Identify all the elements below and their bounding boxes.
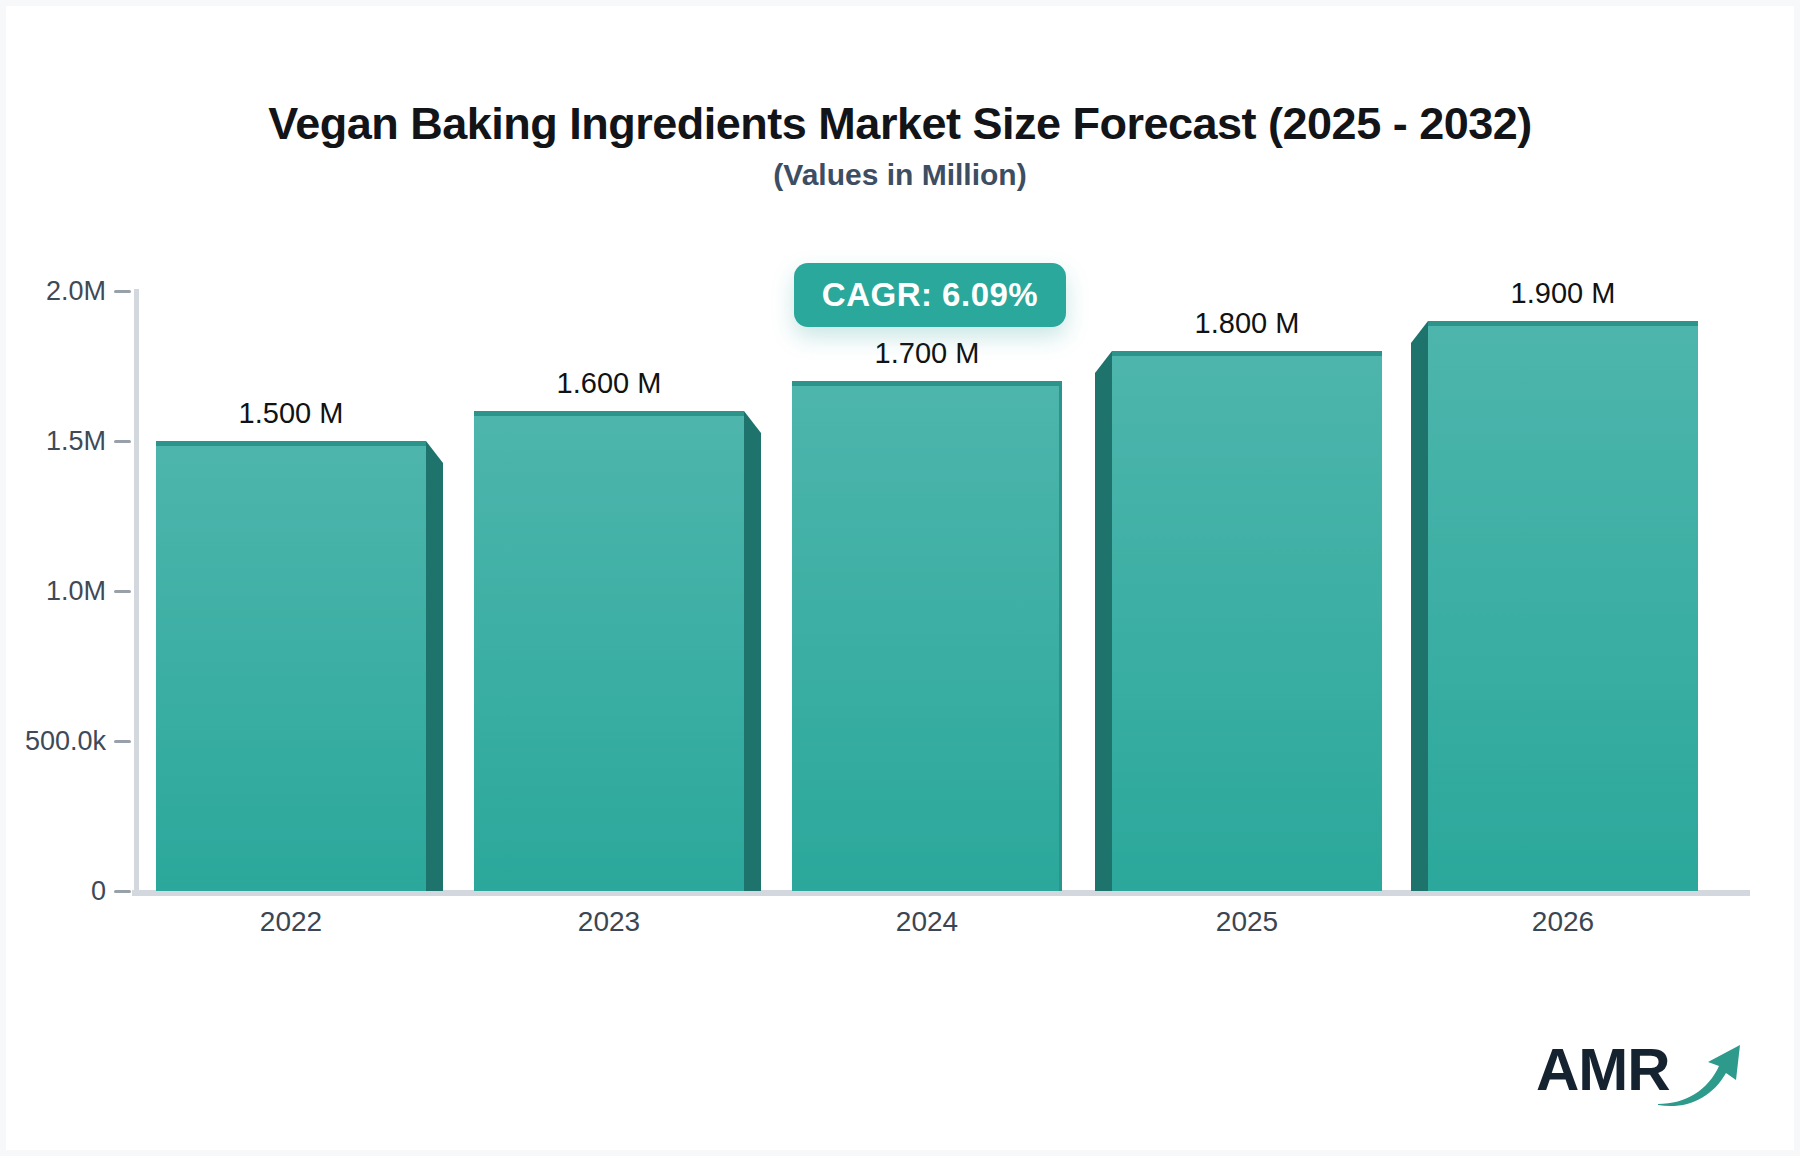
amr-logo-text: AMR bbox=[1536, 1038, 1670, 1102]
plot-area: 2.0M 1.5M 1.0M 500.0k 0 1.500 M 2022 1.600 M 202… bbox=[6, 6, 1794, 1150]
bar-3d-side bbox=[426, 441, 443, 891]
x-axis-label-2025: 2025 bbox=[1112, 906, 1382, 938]
bar-3d-side bbox=[1411, 321, 1428, 891]
y-tick-label: 0 bbox=[6, 875, 106, 907]
bar-2026 bbox=[1428, 321, 1698, 891]
x-axis-label-2023: 2023 bbox=[474, 906, 744, 938]
bar-value-label: 1.600 M bbox=[434, 367, 784, 400]
y-tick-label: 1.5M bbox=[6, 425, 106, 457]
trend-up-arrow-icon bbox=[1656, 1042, 1748, 1114]
cagr-badge: CAGR: 6.09% bbox=[794, 263, 1066, 327]
y-tick-label: 2.0M bbox=[6, 275, 106, 307]
y-axis-line bbox=[134, 289, 139, 893]
x-axis-label-2024: 2024 bbox=[792, 906, 1062, 938]
amr-logo: AMR bbox=[1536, 1038, 1748, 1114]
x-axis-label-2022: 2022 bbox=[156, 906, 426, 938]
y-tick-mark bbox=[114, 290, 131, 293]
y-tick-label: 1.0M bbox=[6, 575, 106, 607]
bar-2023 bbox=[474, 411, 744, 891]
chart-canvas: Vegan Baking Ingredients Market Size For… bbox=[0, 0, 1800, 1156]
bar-value-label: 1.700 M bbox=[752, 337, 1102, 370]
bar-value-label: 1.800 M bbox=[1072, 307, 1422, 340]
y-tick-mark bbox=[114, 740, 131, 743]
y-tick-mark bbox=[114, 440, 131, 443]
bar-2022 bbox=[156, 441, 426, 891]
bar-3d-side bbox=[744, 411, 761, 891]
y-tick-mark bbox=[114, 590, 131, 593]
bar-value-label: 1.900 M bbox=[1388, 277, 1738, 310]
y-tick-mark bbox=[114, 890, 131, 893]
bar-2024 bbox=[792, 381, 1062, 891]
bar-3d-side bbox=[1095, 351, 1112, 891]
x-axis-label-2026: 2026 bbox=[1428, 906, 1698, 938]
bar-value-label: 1.500 M bbox=[116, 397, 466, 430]
cagr-badge-label: CAGR: 6.09% bbox=[822, 276, 1038, 314]
bar-2025 bbox=[1112, 351, 1382, 891]
y-tick-label: 500.0k bbox=[6, 725, 106, 757]
